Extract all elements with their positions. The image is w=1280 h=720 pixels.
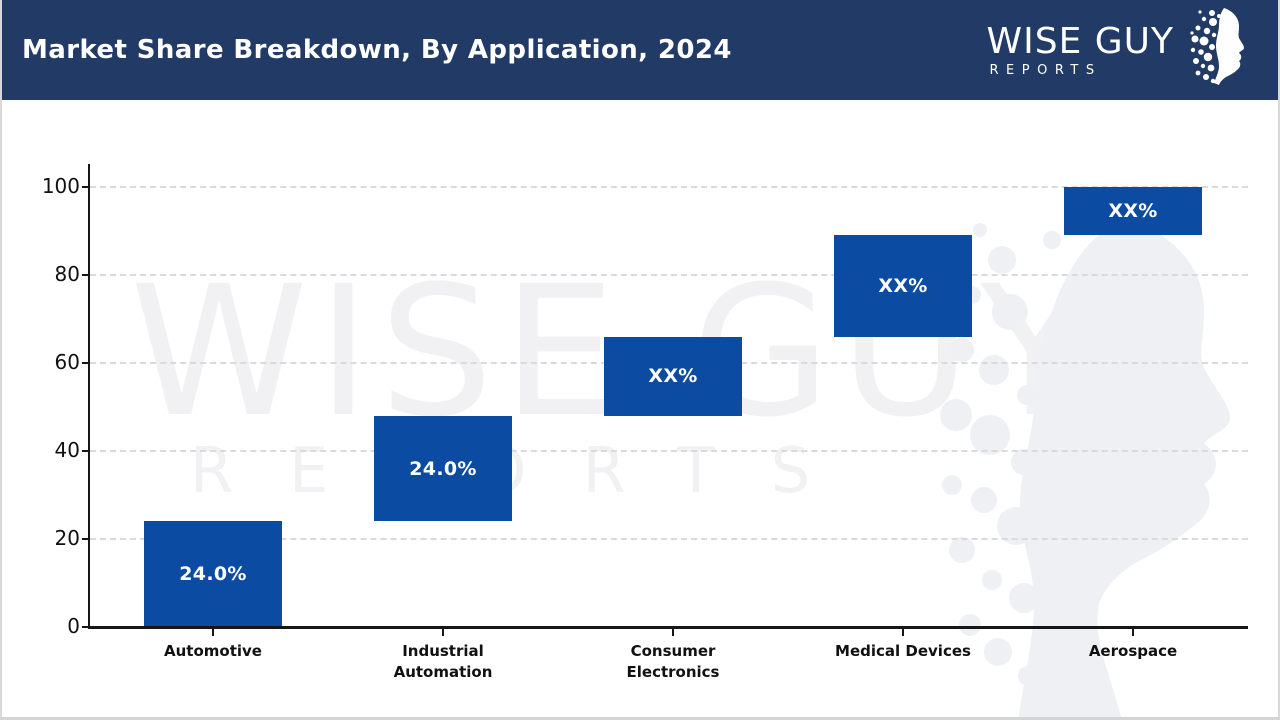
y-tick (82, 362, 90, 364)
x-tick (1132, 629, 1134, 636)
x-tick (442, 629, 444, 636)
y-tick (82, 186, 90, 188)
chart-header: Market Share Breakdown, By Application, … (2, 0, 1278, 100)
bar-value-label: 24.0% (179, 563, 247, 586)
wiseguy-logo: WISE GUY REPORTS (987, 5, 1259, 95)
y-tick (82, 450, 90, 452)
x-tick (212, 629, 214, 636)
bar: XX% (604, 336, 742, 416)
wiseguy-logo-text: WISE GUY REPORTS (986, 20, 1175, 78)
x-tick (902, 629, 904, 636)
page-title: Market Share Breakdown, By Application, … (22, 35, 732, 65)
y-tick-label: 60 (54, 350, 80, 374)
x-axis-spine (88, 626, 1248, 629)
y-tick (82, 626, 90, 628)
bar-value-label: XX% (1108, 200, 1158, 223)
x-category-label: Aerospace (1088, 642, 1178, 660)
x-category-label: Automotive (164, 642, 262, 660)
y-tick (82, 538, 90, 540)
y-axis-spine (88, 164, 90, 628)
bar-value-label: XX% (878, 274, 928, 297)
y-tick (82, 274, 90, 276)
grid-line (90, 186, 1248, 188)
y-tick-label: 100 (41, 174, 80, 198)
grid-line (90, 274, 1248, 276)
bar: XX% (1064, 187, 1202, 236)
bar-value-label: XX% (648, 365, 698, 388)
grid-line (90, 538, 1248, 540)
grid-line (90, 450, 1248, 452)
bar-value-label: 24.0% (409, 457, 477, 480)
y-tick-label: 80 (54, 262, 80, 286)
x-tick (672, 629, 674, 636)
x-category-label: Consumer Electronics (626, 642, 720, 681)
y-tick-label: 40 (54, 438, 80, 462)
logo-brand-subtitle: REPORTS (989, 62, 1102, 78)
y-tick-label: 20 (54, 526, 80, 550)
bar: 24.0% (144, 521, 282, 627)
x-category-label: Medical Devices (835, 642, 971, 660)
bar: XX% (834, 235, 972, 337)
logo-brand-name: WISE GUY (986, 20, 1174, 62)
y-tick-label: 0 (67, 614, 80, 638)
bar: 24.0% (374, 415, 512, 522)
wiseguy-face-icon (1176, 5, 1258, 95)
x-category-label: Industrial Automation (393, 642, 493, 681)
